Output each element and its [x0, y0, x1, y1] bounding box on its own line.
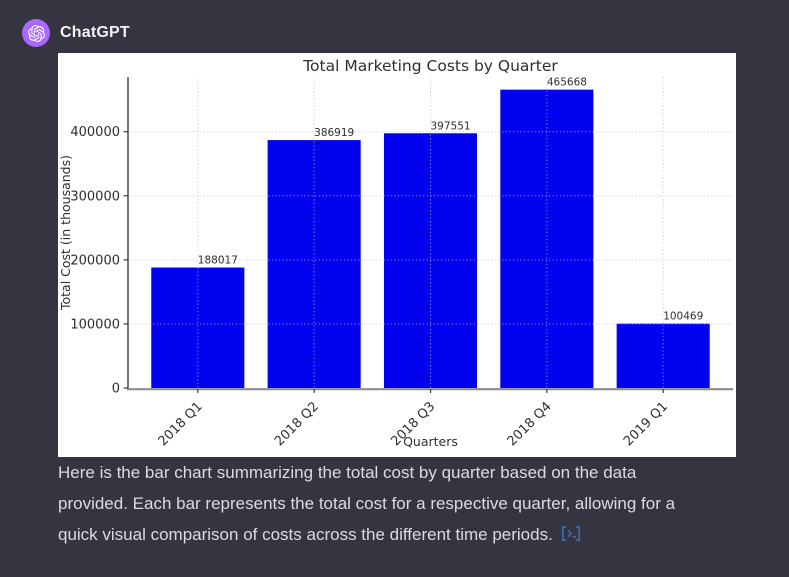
y-tick-label: 400000 — [70, 125, 120, 140]
assistant-message: Here is the bar chart summarizing the to… — [58, 457, 692, 550]
bar-value-label: 100469 — [663, 311, 703, 323]
x-tick-label: 2018 Q4 — [505, 399, 555, 449]
bar-value-label: 188017 — [198, 255, 238, 267]
bar-chart: 0 100000 200000 300000 400000 2018 Q1 2018 Q2 2… — [58, 57, 733, 449]
bar-2018-Q1 — [151, 267, 245, 388]
chart-panel: 0 100000 200000 300000 400000 2018 Q1 2018 Q2 2… — [58, 53, 736, 457]
y-tick-label: 200000 — [70, 253, 120, 268]
openai-logo-icon — [27, 24, 45, 42]
terminal-brackets-icon — [561, 526, 580, 541]
y-tick-label: 0 — [112, 382, 120, 397]
bar-value-label: 386919 — [314, 127, 354, 139]
x-axis-title: Quarters — [403, 434, 458, 449]
x-tick-label: 2018 Q1 — [156, 399, 206, 449]
y-tick-label: 300000 — [70, 189, 120, 204]
y-axis-title: Total Cost (in thousands) — [58, 155, 73, 311]
x-tick-label: 2018 Q2 — [272, 399, 322, 449]
bar-2019-Q1 — [616, 323, 710, 388]
y-tick-label: 100000 — [70, 317, 120, 332]
message-text: Here is the bar chart summarizing the to… — [58, 463, 676, 544]
bar-value-label: 397551 — [431, 120, 471, 132]
code-citation-icon[interactable] — [560, 525, 582, 542]
app-name: ChatGPT — [60, 24, 130, 41]
chart-title: Total Marketing Costs by Quarter — [302, 57, 558, 75]
bar-value-label: 465668 — [547, 77, 587, 89]
assistant-header: ChatGPT — [22, 19, 130, 47]
bar-2018-Q4 — [500, 89, 594, 389]
chatgpt-avatar — [22, 19, 50, 47]
x-tick-label: 2019 Q1 — [621, 399, 671, 449]
